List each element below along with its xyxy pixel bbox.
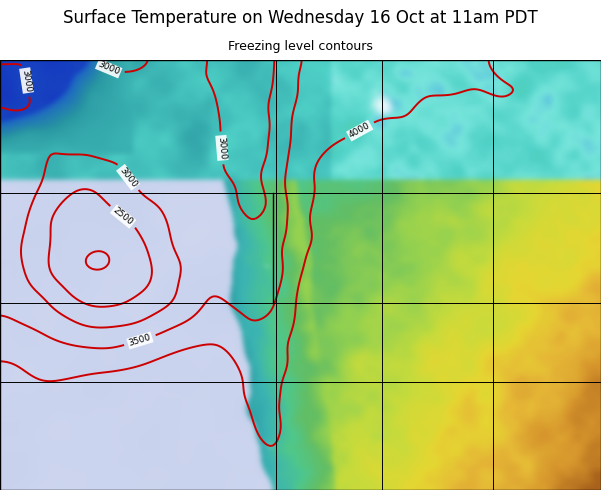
Text: Freezing level contours: Freezing level contours — [228, 40, 373, 53]
Text: Surface Temperature on Wednesday 16 Oct at 11am PDT: Surface Temperature on Wednesday 16 Oct … — [63, 9, 538, 27]
Text: 3500: 3500 — [127, 333, 152, 348]
Text: 3000: 3000 — [20, 69, 32, 93]
Text: 3000: 3000 — [118, 166, 139, 189]
Text: 3000: 3000 — [96, 60, 121, 77]
Text: 2500: 2500 — [111, 206, 135, 227]
Text: 3000: 3000 — [216, 136, 227, 160]
Text: 4000: 4000 — [347, 121, 372, 140]
